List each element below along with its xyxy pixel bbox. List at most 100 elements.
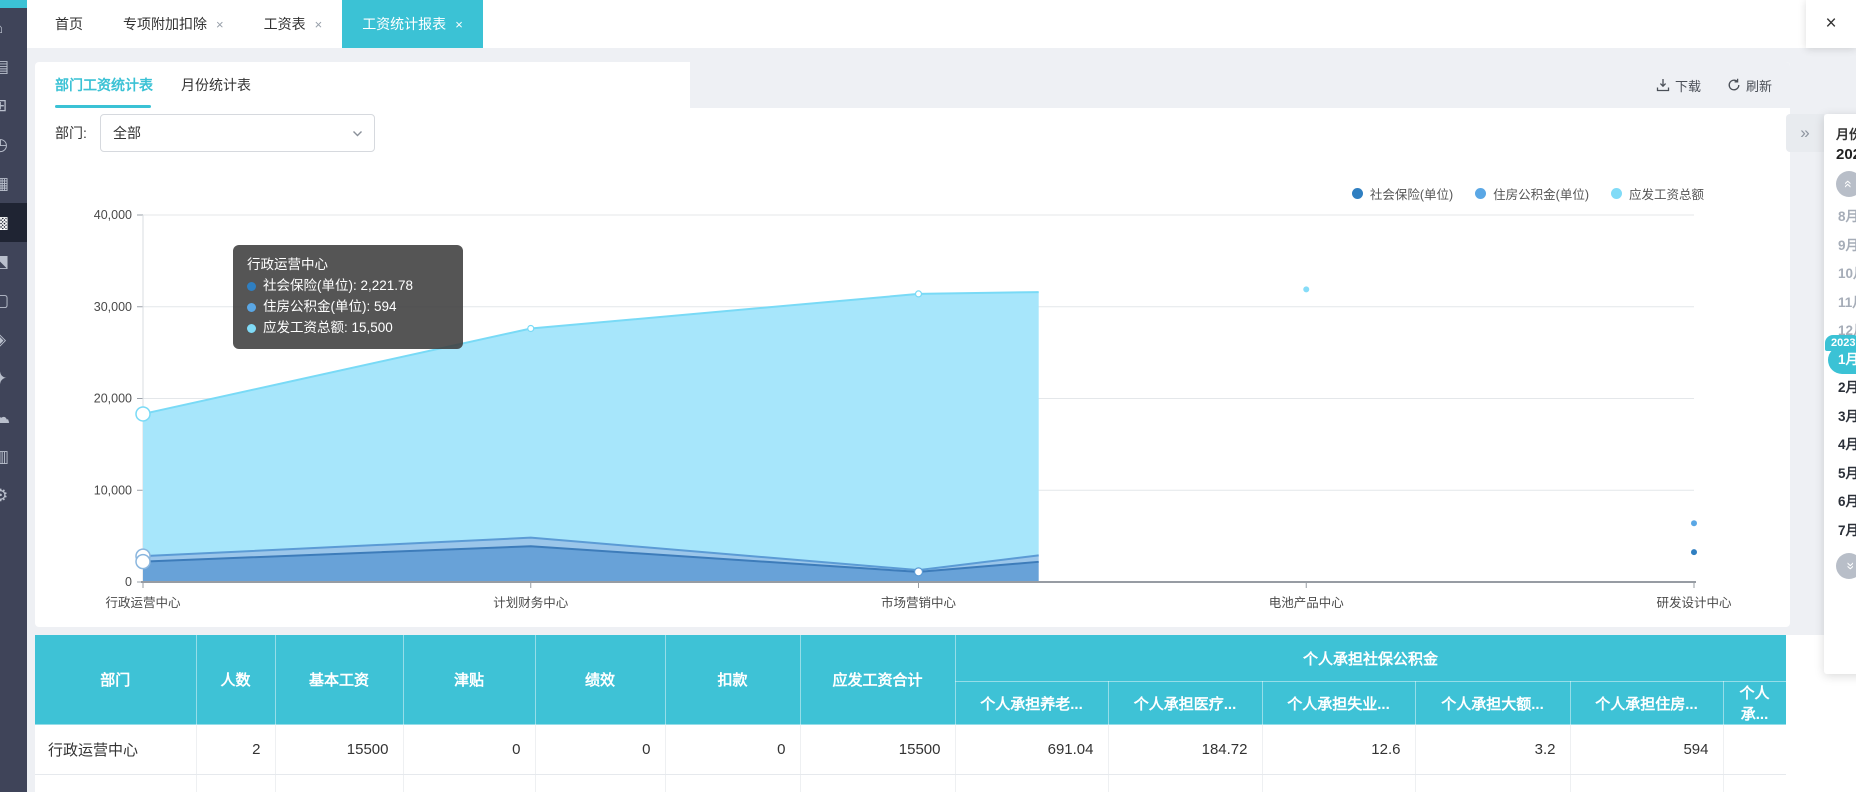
- sidebar-item[interactable]: ⊞: [0, 86, 27, 125]
- chevron-up-icon: «: [1840, 180, 1856, 188]
- month-item-8月[interactable]: 8月: [1824, 203, 1856, 232]
- tooltip-series-dot: [247, 302, 256, 312]
- svg-text:行政运营中心: 行政运营中心: [105, 595, 181, 610]
- download-button[interactable]: 下载: [1656, 76, 1701, 95]
- chart-toolbar: 下载 刷新: [1656, 62, 1772, 108]
- month-item-6月[interactable]: 6月: [1824, 488, 1856, 517]
- sidebar-item[interactable]: ▥: [0, 437, 27, 476]
- month-item-7月[interactable]: 7月: [1824, 517, 1856, 546]
- tab-label: 首页: [55, 16, 83, 32]
- tooltip-series-value: 应发工资总额: 15,500: [263, 319, 393, 335]
- salary-icon: ▩: [0, 212, 10, 232]
- tab-工资表[interactable]: 工资表 ×: [244, 0, 343, 48]
- sidebar-item[interactable]: ▢: [0, 281, 27, 320]
- sub-col-header: 个人承担住房...: [1570, 681, 1724, 725]
- cell-value: 4.8: [1415, 774, 1571, 792]
- sidebar-item[interactable]: ◷: [0, 125, 27, 164]
- month-item-12月[interactable]: 12月: [1824, 317, 1856, 346]
- legend-item[interactable]: 社会保险(单位): [1351, 184, 1453, 203]
- month-item-3月[interactable]: 3月: [1824, 403, 1856, 432]
- month-item-1月[interactable]: 1月 2023: [1825, 334, 1856, 374]
- month-item-5月[interactable]: 5月: [1824, 460, 1856, 489]
- clock-icon: ◷: [0, 134, 8, 154]
- close-tabs-button[interactable]: ×: [1806, 0, 1856, 48]
- tab-label: 专项附加扣除: [123, 16, 207, 32]
- table-row[interactable]: 行政运营中心 2 15500 0 0 0 15500 691.04 184.72 12.6 3.2 5…: [35, 724, 1787, 775]
- month-item-11月[interactable]: 11月: [1824, 289, 1856, 318]
- sidebar-item[interactable]: ▤: [0, 47, 27, 86]
- month-label: 6月: [1838, 494, 1856, 509]
- cell-value: 15500: [800, 724, 956, 775]
- tab-close-icon[interactable]: ×: [314, 16, 323, 32]
- cell-value: 0: [535, 774, 666, 792]
- selected-period: 2023.01: [1836, 146, 1856, 163]
- cell-value: 0: [403, 724, 536, 775]
- month-item-4月[interactable]: 4月: [1824, 431, 1856, 460]
- cell-value: 15500: [275, 724, 404, 775]
- tab-department-salary-stats[interactable]: 部门工资统计表: [55, 77, 153, 93]
- svg-text:0: 0: [125, 575, 132, 589]
- sub-col-header: 个人承...: [1723, 681, 1787, 725]
- report-card: 部门工资统计表 月份统计表 下载 刷新 部门: 全部 社会保险(单位) 住房公积金…: [35, 62, 1790, 627]
- sub-col-header: 个人承担医疗...: [1108, 681, 1263, 725]
- month-label: 9月: [1838, 237, 1856, 253]
- sidebar-item[interactable]: ✦: [0, 359, 27, 398]
- department-filter-label: 部门:: [55, 125, 87, 141]
- sidebar-item[interactable]: ⌂: [0, 8, 27, 47]
- close-icon: ×: [1825, 13, 1837, 34]
- sidebar-item[interactable]: ▩: [0, 203, 27, 242]
- cell-value: 2: [196, 724, 276, 775]
- tab-month-stats[interactable]: 月份统计表: [181, 77, 251, 93]
- tab-close-icon[interactable]: ×: [455, 16, 463, 32]
- cell-value: 1036.56: [955, 774, 1109, 792]
- refresh-label: 刷新: [1745, 78, 1772, 94]
- salary-table-wrap: 部门 人数 基本工资 津贴 绩效 扣款 应发工资合计 个人承担社保公积金 个人承担养老... 个人…: [35, 635, 1787, 792]
- cell-department: 行政运营中心: [35, 724, 197, 775]
- tooltip-row: 住房公积金(单位): 594: [247, 297, 449, 318]
- tab-工资统计报表[interactable]: 工资统计报表 ×: [342, 0, 483, 48]
- tab-list: 首页 专项附加扣除 × 工资表 × 工资统计报表 ×: [35, 0, 483, 48]
- tab-专项附加扣除[interactable]: 专项附加扣除 ×: [103, 0, 244, 48]
- month-label: 12月: [1838, 323, 1856, 338]
- collapse-panel-button[interactable]: »: [1786, 114, 1824, 152]
- tab-首页[interactable]: 首页: [35, 0, 103, 48]
- svg-text:20,000: 20,000: [94, 392, 132, 406]
- sidebar-item[interactable]: ⚙: [0, 476, 27, 515]
- legend-item[interactable]: 住房公积金(单位): [1475, 184, 1589, 203]
- tab-close-icon[interactable]: ×: [216, 16, 224, 32]
- month-label: 2月: [1838, 380, 1856, 395]
- table-row[interactable]: 计划财务中心322800000228001036.56277.0838.234.…: [35, 774, 1787, 792]
- cell-value: 0: [403, 774, 536, 792]
- department-select[interactable]: 全部: [100, 114, 375, 152]
- month-item-9月[interactable]: 9月: [1824, 232, 1856, 261]
- cell-department: 计划财务中心: [35, 774, 197, 792]
- tab-label: 工资表: [263, 16, 306, 32]
- sidebar-item[interactable]: ☁: [0, 398, 27, 437]
- sidebar-item[interactable]: ⬔: [0, 242, 27, 281]
- download-icon: [1656, 79, 1670, 92]
- legend-dot: [1610, 188, 1622, 199]
- active-subtab-underline: [55, 105, 151, 108]
- scroll-up-button[interactable]: «: [1836, 171, 1856, 197]
- cell-value: 3.2: [1415, 724, 1571, 775]
- shield-icon: ✦: [0, 368, 8, 388]
- refresh-button[interactable]: 刷新: [1727, 76, 1772, 95]
- sidebar-item[interactable]: ▦: [0, 164, 27, 203]
- cell-value: 0: [535, 724, 666, 775]
- sidebar-item[interactable]: ◈: [0, 320, 27, 359]
- tooltip-series-dot: [247, 281, 256, 291]
- report-icon: ▢: [0, 290, 10, 310]
- scroll-down-button[interactable]: «: [1836, 553, 1856, 579]
- double-chevron-right-icon: »: [1800, 123, 1810, 142]
- col-header: 应发工资合计: [800, 635, 956, 725]
- sub-col-header: 个人承担失业...: [1262, 681, 1416, 725]
- svg-text:市场营销中心: 市场营销中心: [881, 595, 957, 610]
- cell-value: 22800: [275, 774, 404, 792]
- legend-item[interactable]: 应发工资总额: [1610, 184, 1704, 203]
- month-label: 5月: [1838, 465, 1856, 481]
- month-item-2月[interactable]: 2月: [1824, 374, 1856, 403]
- month-item-10月[interactable]: 10月: [1824, 260, 1856, 289]
- svg-text:电池产品中心: 电池产品中心: [1269, 595, 1345, 610]
- chevron-down-icon: [351, 115, 364, 151]
